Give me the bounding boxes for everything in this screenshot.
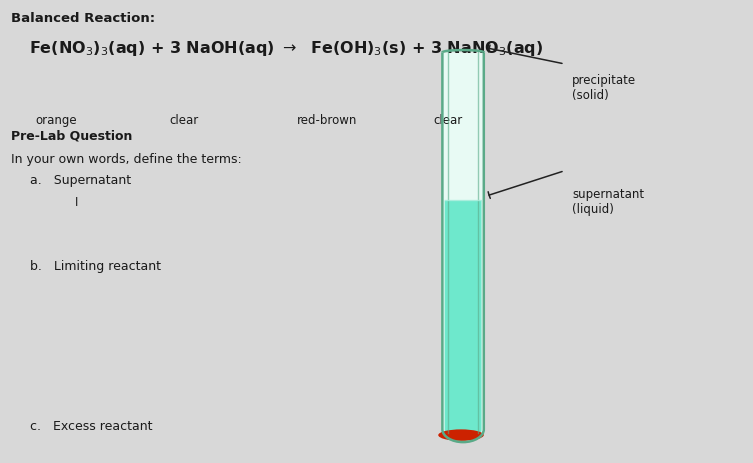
Text: Pre-Lab Question: Pre-Lab Question — [11, 130, 133, 143]
Text: I: I — [75, 195, 78, 208]
Text: Fe(NO$_3$)$_3$(aq) + 3 NaOH(aq) $\rightarrow$  Fe(OH)$_3$(s) + 3 NaNO$_3$(aq): Fe(NO$_3$)$_3$(aq) + 3 NaOH(aq) $\righta… — [29, 39, 543, 58]
Text: orange: orange — [35, 113, 78, 126]
Text: supernatant
(liquid): supernatant (liquid) — [572, 188, 645, 215]
Text: Balanced Reaction:: Balanced Reaction: — [11, 12, 155, 25]
Text: clear: clear — [434, 113, 462, 126]
Text: red-brown: red-brown — [297, 113, 358, 126]
Text: c.   Excess reactant: c. Excess reactant — [30, 419, 153, 432]
Text: precipitate
(solid): precipitate (solid) — [572, 74, 636, 102]
PathPatch shape — [442, 53, 483, 442]
PathPatch shape — [444, 201, 482, 441]
Text: In your own words, define the terms:: In your own words, define the terms: — [11, 153, 242, 166]
Ellipse shape — [438, 430, 483, 441]
Text: clear: clear — [170, 113, 199, 126]
Text: b.   Limiting reactant: b. Limiting reactant — [30, 259, 161, 272]
Text: a.   Supernatant: a. Supernatant — [30, 174, 131, 187]
